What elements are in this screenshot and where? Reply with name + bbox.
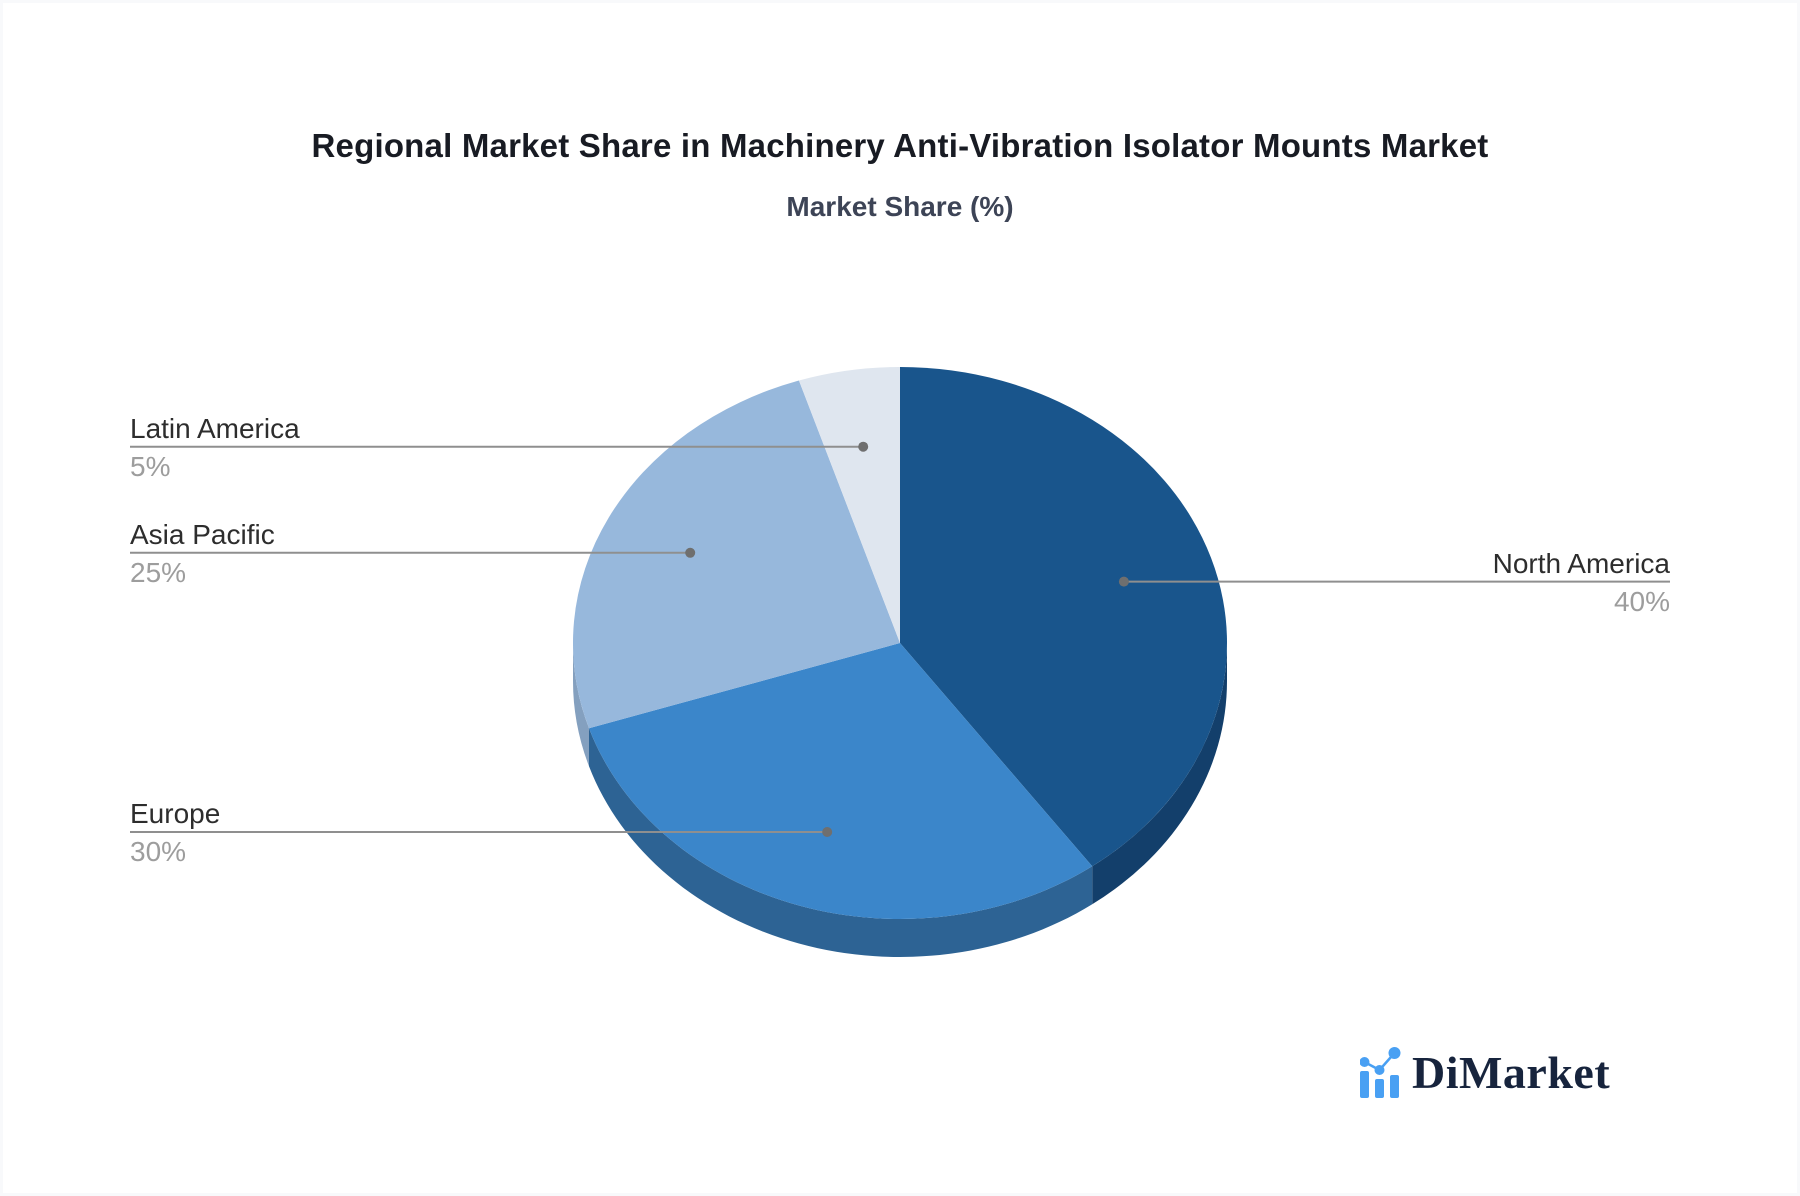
brand-logo-text: DiMarket — [1412, 1047, 1611, 1098]
chart-subtitle: Market Share (%) — [786, 191, 1014, 222]
bar-chart-logo-icon — [1360, 1047, 1401, 1098]
slice-label-north-america: North America — [1492, 548, 1670, 579]
pie-slice-north-america — [900, 367, 1228, 867]
slice-value-asia-pacific: 25% — [130, 557, 187, 588]
leader-dot-asia-pacific — [685, 547, 696, 558]
pie-slice-latin-america — [798, 367, 900, 643]
pie-slice-side-asia-pacific — [573, 643, 589, 767]
leader-dot-europe — [822, 827, 833, 837]
slice-label-latin-america: Latin America — [130, 413, 300, 444]
slice-value-europe: 30% — [130, 836, 187, 867]
slice-label-europe: Europe — [130, 798, 221, 829]
pie-slice-europe — [589, 643, 1093, 920]
slice-value-north-america: 40% — [1613, 586, 1670, 617]
pie-slice-side-north-america — [1092, 643, 1227, 905]
leader-dot-north-america — [1118, 576, 1129, 587]
leader-dot-latin-america — [858, 441, 869, 452]
slice-label-asia-pacific: Asia Pacific — [130, 519, 275, 550]
pie-slice-asia-pacific — [572, 380, 900, 729]
brand-logo: DiMarket — [1360, 1044, 1610, 1102]
chart-title: Regional Market Share in Machinery Anti-… — [311, 127, 1489, 164]
pie-slice-side-europe — [589, 728, 1093, 958]
slice-value-latin-america: 5% — [130, 451, 171, 482]
